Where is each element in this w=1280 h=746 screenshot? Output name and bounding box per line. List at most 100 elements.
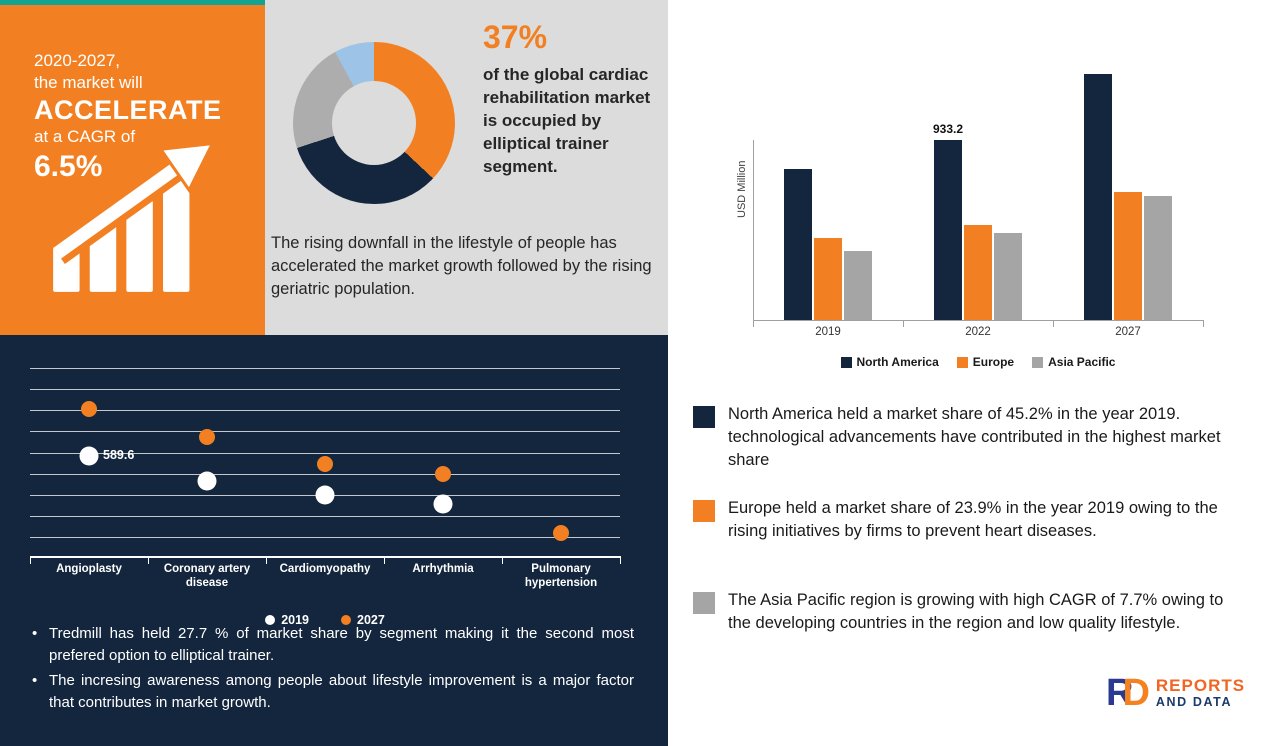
x-axis-line (753, 320, 1204, 321)
cagr-text-block: 2020-2027, the market will ACCELERATE at… (34, 50, 222, 185)
legend-label: Asia Pacific (1048, 355, 1116, 369)
logo-d: D (1122, 672, 1149, 714)
legend-2019-marker (265, 615, 276, 625)
bar-europe (814, 238, 842, 320)
regional-panel: USD Million 933.2 2019 2022 2027 North A… (668, 0, 1280, 746)
axis-tick (384, 556, 385, 564)
teal-accent-strip (0, 0, 265, 5)
stat-value: 37% (483, 19, 548, 55)
region-bullet-north-america: North America held a market share of 45.… (693, 403, 1241, 472)
logo-r: R (1106, 672, 1133, 714)
asia-pacific-bullet-swatch (693, 592, 715, 614)
region-bullet-text: North America held a market share of 45.… (728, 405, 1221, 469)
legend-label: Europe (972, 355, 1015, 369)
logo-line-reports: REPORTS (1155, 676, 1246, 695)
axis-tick (266, 556, 267, 564)
bullet-awareness: The incresing awareness among people abo… (30, 670, 634, 714)
regional-bar-chart: USD Million 933.2 2019 2022 2027 North A… (668, 0, 1280, 369)
region-bullet-text: Europe held a market share of 23.9% in t… (728, 499, 1218, 540)
region-bullet-europe: Europe held a market share of 23.9% in t… (693, 497, 1241, 543)
dotplot-value-label: 589.6 (103, 448, 135, 463)
bar-group-2027 (1053, 60, 1203, 320)
segment-donut-chart (293, 42, 455, 204)
bar-category-labels: 2019 2022 2027 (753, 326, 1203, 338)
bar-plot-area: 933.2 (753, 60, 1203, 320)
gridline (30, 410, 620, 412)
indication-panel: 589.6 Angioplasty Coronary artery diseas… (0, 335, 668, 746)
legend-2027-marker (341, 615, 351, 625)
category-label: Cardiomyopathy (279, 563, 371, 575)
category-label: Pulmonary hypertension (524, 563, 598, 589)
axis-tick (30, 556, 31, 564)
bar-north-america: 933.2 (933, 122, 963, 320)
point-2027-arrhythmia (435, 465, 451, 482)
logo-mark-icon: RD (1106, 672, 1150, 714)
bar-europe (1114, 192, 1142, 320)
gridline (30, 431, 620, 433)
north-america-bullet-swatch (693, 406, 715, 428)
europe-swatch (956, 356, 968, 368)
bar-value-label: 933.2 (932, 122, 964, 136)
dotplot-category-labels: Angioplasty Coronary artery disease Card… (30, 562, 620, 590)
gridline (30, 368, 620, 369)
bar-asia-pacific (844, 251, 872, 320)
segment-body-text: The rising downfall in the lifestyle of … (271, 234, 652, 298)
cagr-value: 6.5% (34, 150, 103, 183)
gridline (30, 537, 620, 538)
gridline (30, 389, 620, 391)
legend-item-asia-pacific: Asia Pacific (1032, 355, 1115, 369)
cagr-panel: 2020-2027, the market will ACCELERATE at… (0, 0, 265, 335)
growth-arrow-icon (49, 141, 216, 292)
point-2027-angioplasty (81, 401, 97, 418)
category-label: Angioplasty (56, 563, 122, 575)
category-label: Coronary artery disease (163, 563, 251, 589)
axis-tick (1203, 320, 1204, 327)
logo-text: REPORTS AND DATA (1156, 676, 1245, 710)
cagr-years: 2020-2027, (34, 51, 121, 70)
point-2019-angioplasty (79, 446, 99, 466)
point-2027-pulmonary-hypertension (553, 525, 569, 542)
category-label: 2022 (965, 326, 991, 338)
legend-item-europe: Europe (956, 355, 1015, 369)
stat-text: of the global cardiac rehabilitation mar… (483, 65, 651, 176)
cagr-intro: the market will (34, 73, 143, 92)
point-2027-cardiomyopathy (317, 456, 333, 473)
gridline (30, 515, 620, 517)
cagr-accelerate: ACCELERATE (34, 95, 222, 125)
axis-tick (502, 556, 503, 564)
point-2027-coronary-artery-disease (199, 429, 215, 446)
region-bullet-asia-pacific: The Asia Pacific region is growing with … (693, 589, 1241, 635)
bar-group-2022: 933.2 (903, 60, 1053, 320)
gridline (30, 452, 620, 454)
donut-hole (332, 81, 416, 165)
segment-bullet-list: Tredmill has held 27.7 % of market share… (30, 623, 634, 717)
bar-legend: North America Europe Asia Pacific (753, 355, 1203, 369)
bar-north-america (784, 169, 812, 320)
cagr-label: at a CAGR of (34, 127, 136, 146)
reports-and-data-logo: RD REPORTS AND DATA (1106, 674, 1245, 712)
europe-bullet-swatch (693, 500, 715, 522)
category-label: 2019 (815, 326, 841, 338)
north-america-swatch (840, 356, 852, 368)
category-label: Arrhythmia (412, 563, 474, 575)
bar-north-america (1084, 74, 1112, 320)
logo-line-and-data: AND DATA (1155, 695, 1233, 709)
legend-item-north-america: North America (840, 355, 939, 369)
bar-europe (964, 225, 992, 320)
point-2019-arrhythmia (433, 494, 453, 514)
axis-tick (148, 556, 149, 564)
axis-tick (620, 556, 621, 564)
gridline (30, 473, 620, 475)
legend-label: North America (856, 355, 939, 369)
indication-dot-plot-chart: 589.6 Angioplasty Coronary artery diseas… (30, 363, 621, 603)
segment-stat: 37% of the global cardiac rehabilitation… (483, 18, 665, 178)
point-2019-cardiomyopathy (315, 485, 335, 505)
bar-asia-pacific (994, 233, 1022, 320)
bar-group-2019 (753, 60, 903, 320)
dotplot-x-axis (30, 556, 621, 558)
bullet-treadmill: Tredmill has held 27.7 % of market share… (30, 623, 634, 667)
y-axis-line (753, 140, 754, 321)
asia-pacific-swatch (1032, 356, 1044, 368)
region-bullet-text: The Asia Pacific region is growing with … (728, 591, 1224, 632)
